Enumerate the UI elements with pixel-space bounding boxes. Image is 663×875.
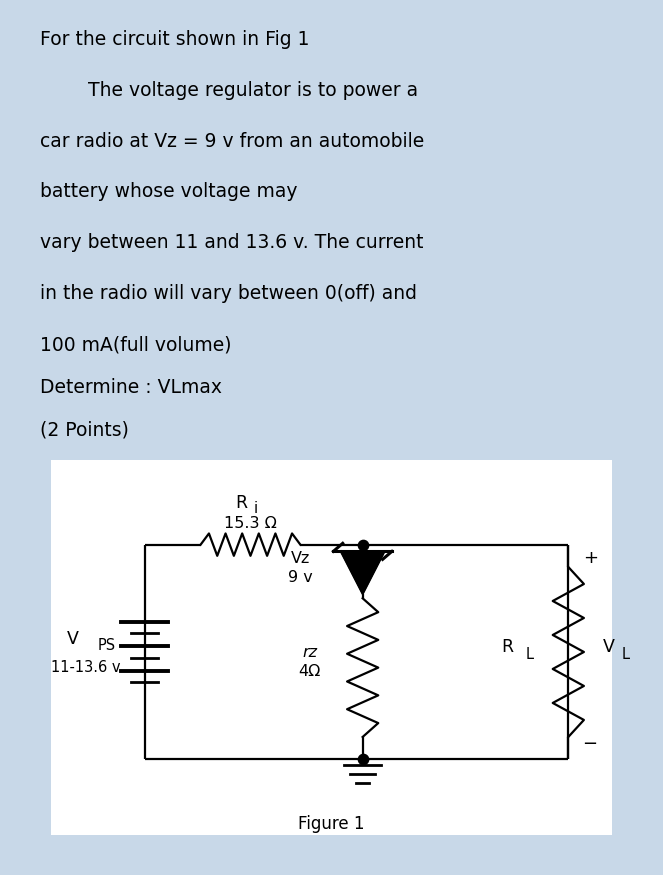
Text: 9 v: 9 v — [288, 570, 313, 585]
Text: i: i — [254, 500, 258, 515]
Text: +: + — [583, 549, 597, 567]
Text: 11-13.6 v: 11-13.6 v — [50, 660, 120, 676]
Text: Vz: Vz — [290, 551, 310, 566]
Text: 100 mA(full volume): 100 mA(full volume) — [40, 335, 231, 354]
Text: R: R — [501, 639, 513, 656]
Text: 15.3 Ω: 15.3 Ω — [224, 516, 277, 531]
Text: vary between 11 and 13.6 v. The current: vary between 11 and 13.6 v. The current — [40, 234, 423, 252]
Text: Determine : VLmax: Determine : VLmax — [40, 378, 222, 396]
Text: For the circuit shown in Fig 1: For the circuit shown in Fig 1 — [40, 30, 309, 49]
Text: R: R — [235, 494, 247, 513]
Text: in the radio will vary between 0(off) and: in the radio will vary between 0(off) an… — [40, 284, 417, 304]
Text: V: V — [603, 639, 615, 656]
Text: V: V — [67, 631, 79, 648]
Text: car radio at Vz = 9 v from an automobile: car radio at Vz = 9 v from an automobile — [40, 131, 424, 150]
Text: rz: rz — [302, 645, 317, 660]
Point — [357, 537, 368, 551]
Text: Figure 1: Figure 1 — [298, 816, 365, 833]
Point — [357, 752, 368, 766]
Text: L: L — [621, 647, 629, 662]
Text: The voltage regulator is to power a: The voltage regulator is to power a — [40, 80, 418, 100]
Text: battery whose voltage may: battery whose voltage may — [40, 183, 297, 201]
Polygon shape — [341, 551, 385, 594]
Text: −: − — [583, 735, 598, 752]
Text: PS: PS — [98, 638, 116, 653]
Text: 4Ω: 4Ω — [298, 664, 321, 679]
Text: L: L — [526, 647, 534, 662]
Text: (2 Points): (2 Points) — [40, 420, 129, 439]
